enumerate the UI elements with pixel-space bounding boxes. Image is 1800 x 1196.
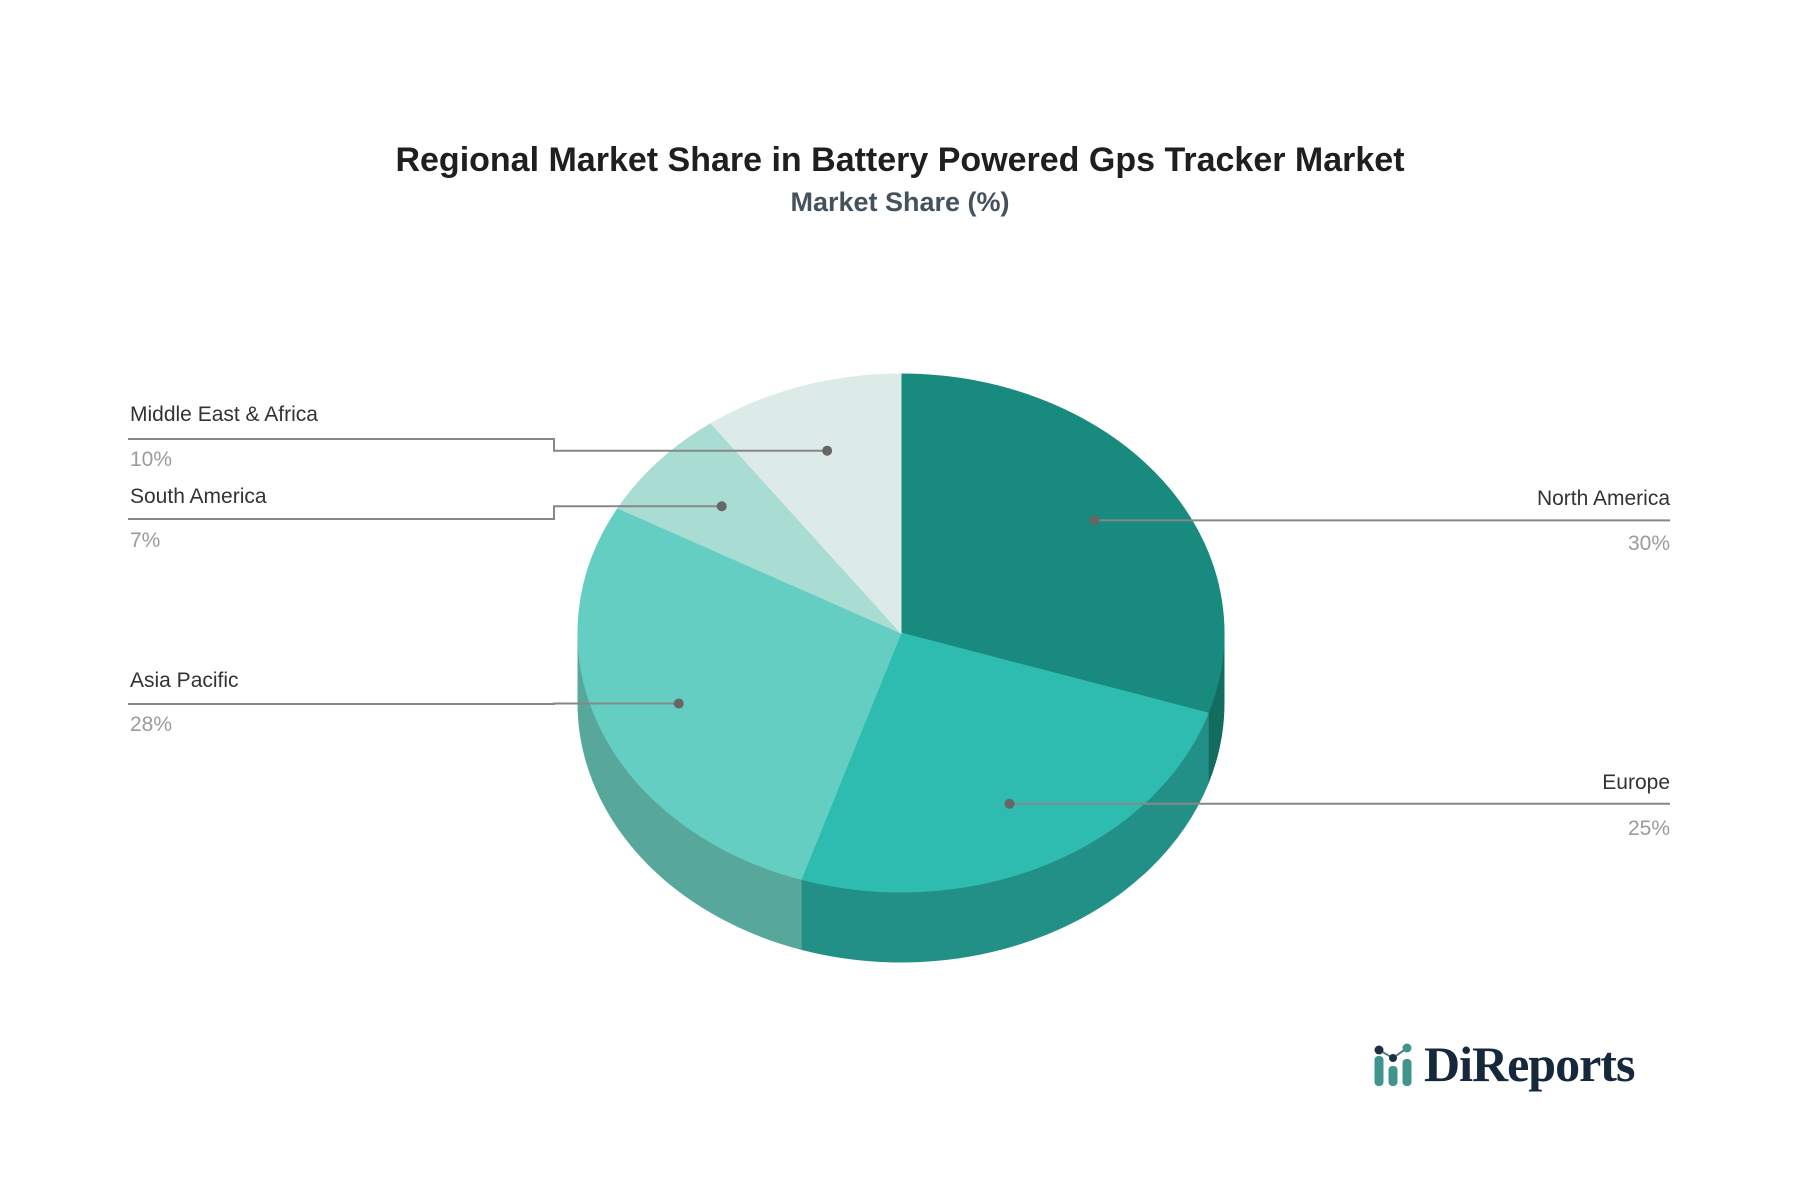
- leader-dot-europe: [1004, 798, 1015, 809]
- callout-label-middle-east-africa: Middle East & Africa: [130, 403, 318, 426]
- pie-slice-south-america: [617, 422, 902, 634]
- callout-label-europe: Europe: [1602, 771, 1670, 794]
- callout-label-asia-pacific: Asia Pacific: [130, 669, 239, 692]
- chart-title: Regional Market Share in Battery Powered…: [395, 141, 1405, 179]
- leader-dot-middle-east-africa: [822, 445, 833, 456]
- leader-line-south-america: [128, 505, 722, 520]
- leader-line-middle-east-africa: [128, 438, 828, 452]
- pie-slice-north-america: [900, 373, 1225, 714]
- pie-slice-middle-east-africa: [710, 373, 902, 635]
- pie-slice-asia-pacific: [577, 507, 902, 880]
- bar-chart-logo-icon: [1374, 1043, 1412, 1086]
- leader-dot-south-america: [716, 501, 727, 512]
- callout-value-asia-pacific: 28%: [130, 713, 173, 736]
- callout-label-north-america: North America: [1536, 487, 1670, 510]
- logo-text: DiReports: [1424, 1036, 1635, 1092]
- callout-value-north-america: 30%: [1627, 532, 1670, 555]
- callout-value-europe: 25%: [1627, 817, 1670, 840]
- leader-dot-north-america: [1089, 515, 1100, 526]
- chart-subtitle: Market Share (%): [790, 187, 1010, 217]
- callout-value-south-america: 7%: [130, 529, 161, 552]
- direports-logo: DiReports: [1374, 1036, 1635, 1092]
- callout-value-middle-east-africa: 10%: [130, 448, 173, 471]
- pie-slice-europe: [800, 632, 1209, 893]
- leader-dot-asia-pacific: [673, 698, 684, 709]
- callout-label-south-america: South America: [130, 485, 267, 508]
